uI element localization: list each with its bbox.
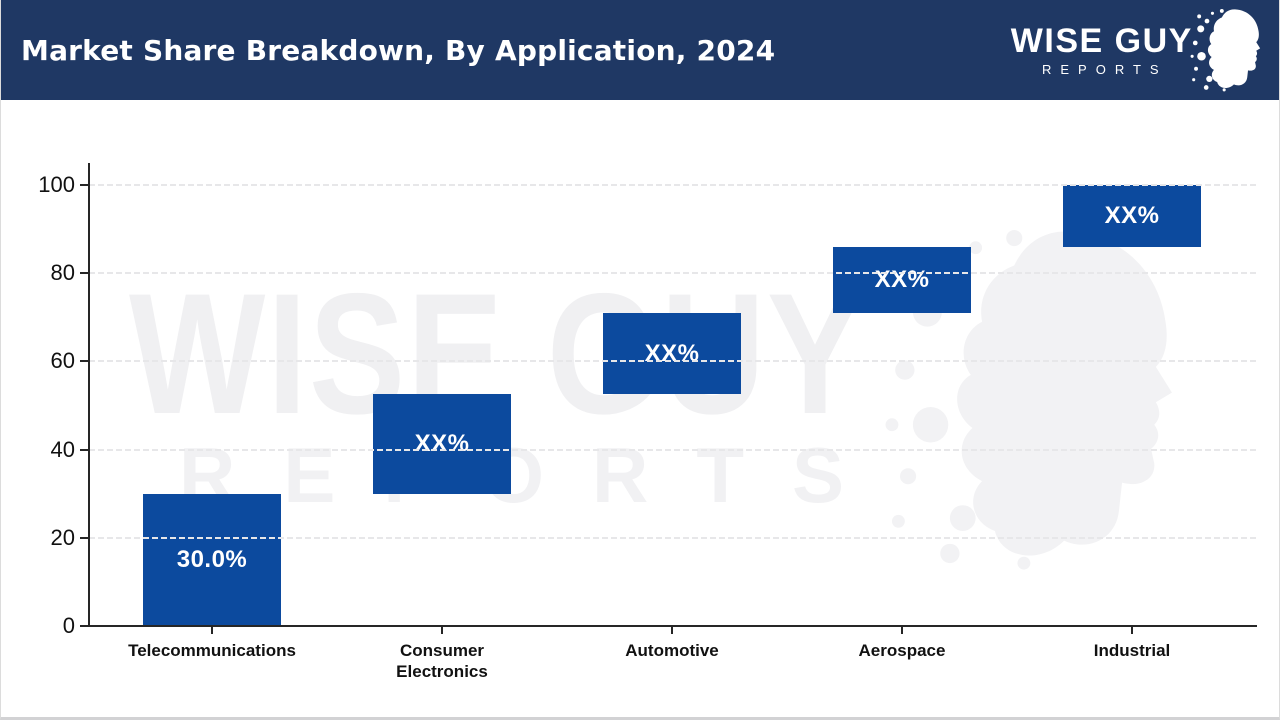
bar-consumer-electronics: XX% — [373, 394, 511, 494]
gridline-80 — [89, 272, 1257, 275]
gridline-40 — [89, 448, 1257, 451]
y-tick-label-60: 60 — [50, 348, 75, 374]
bar-value-label-telecommunications: 30.0% — [176, 545, 248, 573]
x-tick-automotive — [671, 626, 673, 634]
y-tick-80 — [80, 272, 88, 275]
x-tick-label-industrial: Industrial — [1093, 641, 1171, 660]
y-tick-20 — [80, 536, 88, 539]
y-tick-label-40: 40 — [50, 436, 75, 462]
logo-wordmark: WISE GUY — [1010, 22, 1193, 60]
y-tick-label-0: 0 — [62, 613, 75, 638]
brand-logo: WISE GUY REPORTS — [1011, 7, 1267, 93]
x-tick-aerospace — [901, 626, 903, 634]
x-tick-consumer-electronics — [441, 626, 443, 634]
bar-aerospace: XX% — [833, 246, 971, 313]
y-tick-0 — [80, 625, 88, 627]
chart-title: Market Share Breakdown, By Application, … — [21, 33, 776, 67]
bar-value-label-aerospace: XX% — [874, 265, 930, 293]
y-axis-line — [88, 163, 90, 627]
bar-value-label-automotive: XX% — [644, 339, 700, 367]
bar-automotive: XX% — [603, 312, 741, 395]
logo-subtext: REPORTS — [1042, 62, 1168, 77]
y-tick-label-20: 20 — [50, 524, 75, 550]
y-tick-label-100: 100 — [38, 172, 75, 197]
y-tick-100 — [80, 184, 88, 186]
y-tick-60 — [80, 360, 88, 363]
header-bar: Market Share Breakdown, By Application, … — [1, 0, 1279, 100]
bar-telecommunications: 30.0% — [143, 493, 281, 626]
x-tick-label-consumer-electronics: Consumer Electronics — [396, 641, 488, 682]
gridline-60 — [89, 360, 1257, 363]
x-tick-industrial — [1131, 626, 1133, 634]
x-tick-telecommunications — [211, 626, 213, 634]
y-tick-40 — [80, 448, 88, 451]
gridline-100 — [89, 184, 1257, 186]
x-tick-label-telecommunications: Telecommunications — [128, 641, 296, 660]
bar-value-label-industrial: XX% — [1104, 201, 1160, 229]
x-tick-label-aerospace: Aerospace — [858, 641, 946, 660]
gridline-20 — [89, 536, 1257, 539]
y-tick-label-80: 80 — [50, 260, 75, 286]
x-tick-label-automotive: Automotive — [625, 641, 719, 660]
bar-value-label-consumer-electronics: XX% — [414, 430, 470, 458]
bar-industrial: XX% — [1063, 185, 1201, 247]
